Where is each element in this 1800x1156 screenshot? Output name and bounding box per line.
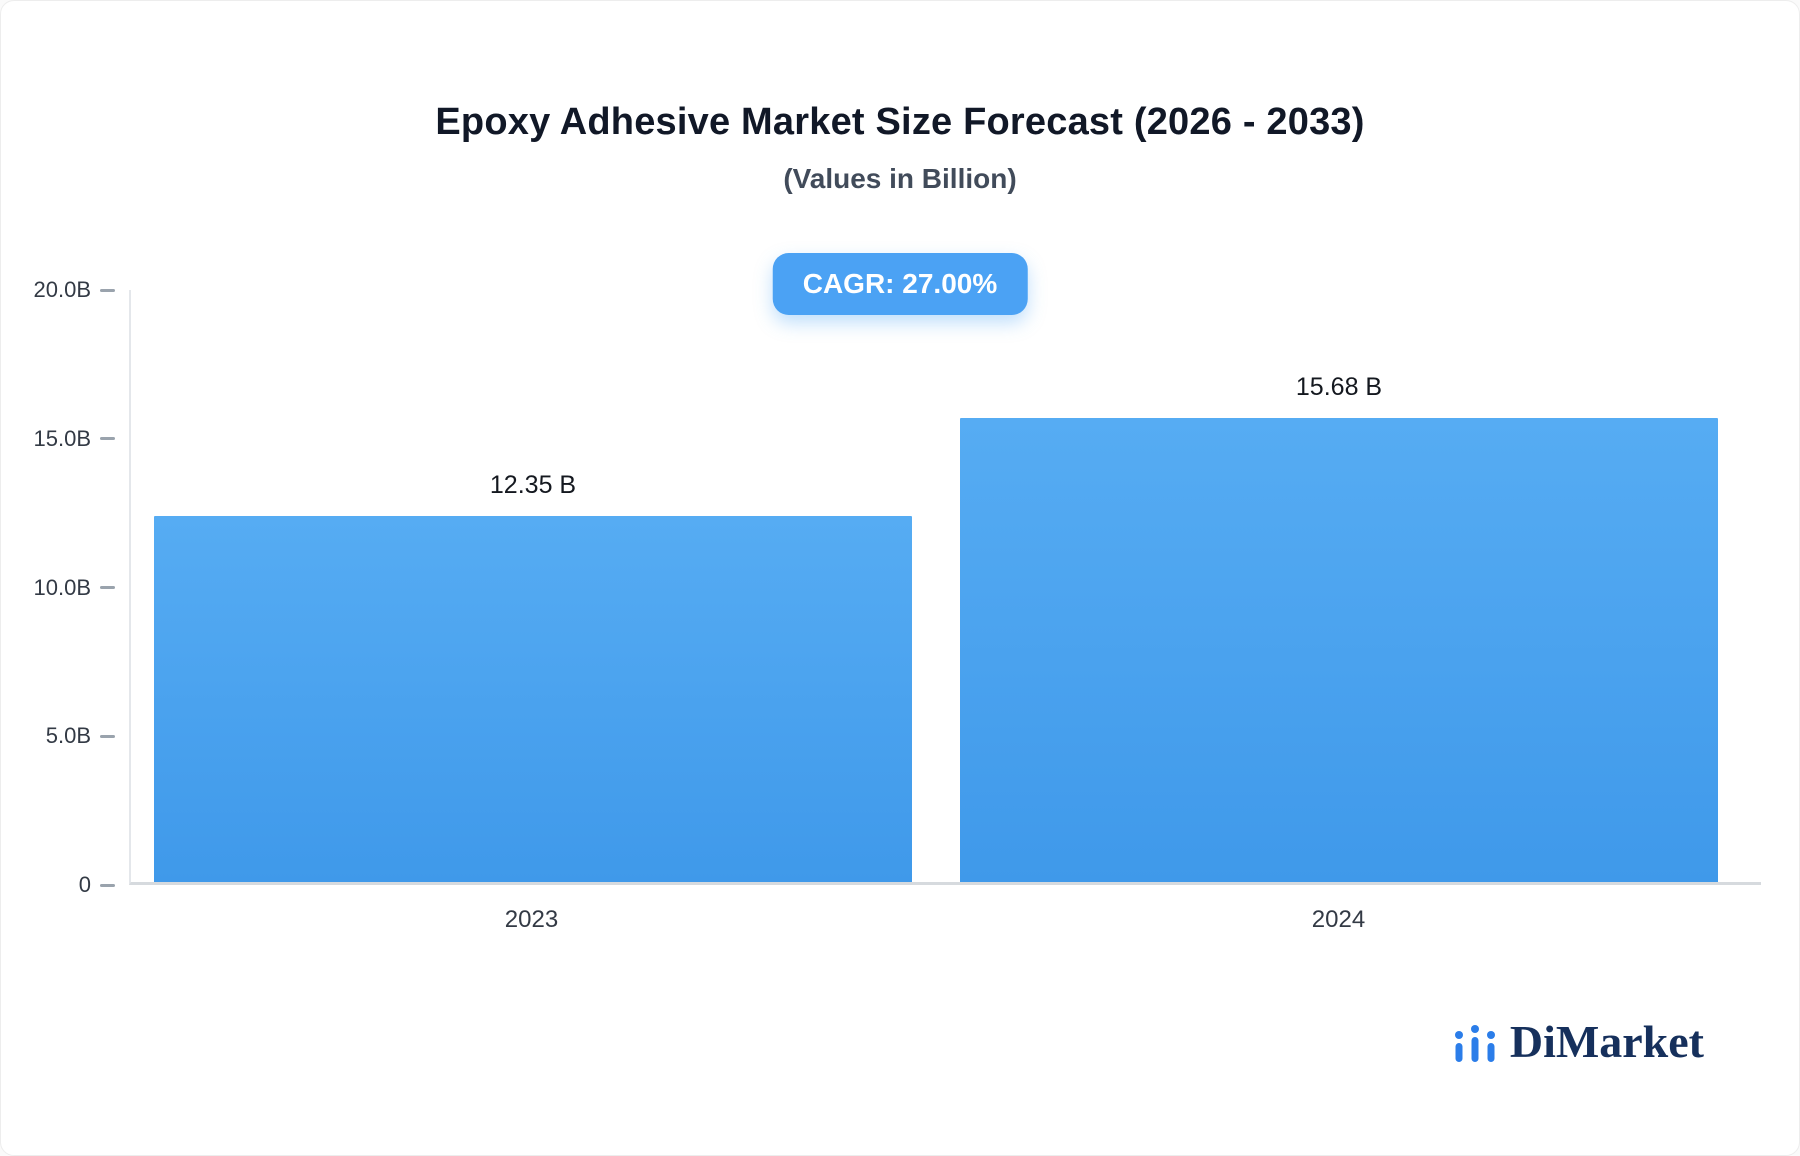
y-tick: 20.0B xyxy=(34,277,122,303)
y-tick-mark xyxy=(100,437,115,441)
y-tick: 15.0B xyxy=(34,426,122,452)
y-axis: 0 5.0B 10.0B 15.0B 20.0B xyxy=(1,277,122,897)
bar-chart-icon xyxy=(1454,1025,1495,1062)
y-tick: 10.0B xyxy=(34,575,122,601)
x-axis-label: 2024 xyxy=(1311,906,1366,933)
bar-2024 xyxy=(960,417,1718,882)
plot-area: 12.35 B 15.68 B xyxy=(129,290,1761,885)
y-tick-mark xyxy=(100,883,115,887)
y-tick-label: 20.0B xyxy=(33,277,92,302)
bar-slot: 12.35 B xyxy=(154,290,912,882)
y-tick-label: 10.0B xyxy=(33,574,92,600)
y-tick-mark xyxy=(100,734,115,738)
y-tick-label: 15.0B xyxy=(33,425,92,451)
bar-slot: 15.68 B xyxy=(960,290,1718,882)
x-axis-labels: 2023 2024 xyxy=(129,906,1761,934)
cagr-badge: CAGR: 27.00% xyxy=(772,253,1028,315)
x-axis-label: 2023 xyxy=(504,906,559,933)
y-tick-mark xyxy=(100,586,115,589)
y-tick: 5.0B xyxy=(46,723,121,749)
bar-value-label: 15.68 B xyxy=(1295,372,1383,401)
y-tick-mark xyxy=(100,288,115,292)
brand-logo: DiMarket xyxy=(1452,1019,1704,1065)
brand-logo-text: DiMarket xyxy=(1509,1016,1704,1067)
chart-title: Epoxy Adhesive Market Size Forecast (202… xyxy=(435,101,1365,143)
y-tick: 0 xyxy=(79,872,121,898)
y-tick-label: 0 xyxy=(78,872,91,897)
y-tick-label: 5.0B xyxy=(45,723,91,749)
bar-value-label: 12.35 B xyxy=(489,471,577,500)
bar-2023 xyxy=(154,516,912,882)
chart-subtitle: (Values in Billion) xyxy=(783,163,1017,194)
